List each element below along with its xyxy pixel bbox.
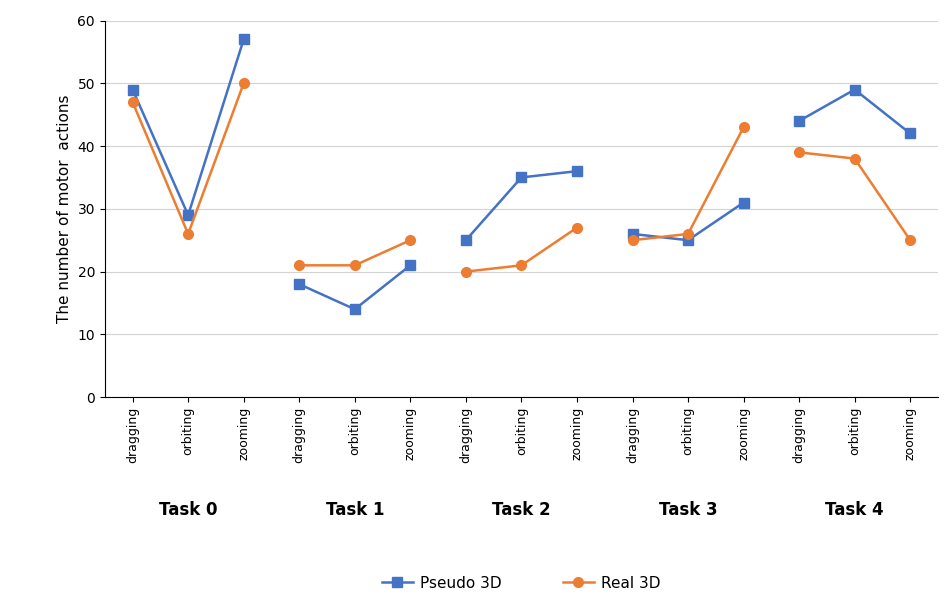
Text: Task 4: Task 4 (824, 501, 883, 519)
Y-axis label: The number of motor  actions: The number of motor actions (57, 95, 71, 323)
Pseudo 3D (182, 211, 193, 219)
Pseudo 3D (238, 35, 249, 43)
Real 3D (127, 98, 138, 106)
Legend: Pseudo 3D, Real 3D: Pseudo 3D, Real 3D (376, 569, 666, 597)
Real 3D (182, 230, 193, 238)
Line: Pseudo 3D: Pseudo 3D (128, 34, 248, 220)
Pseudo 3D (127, 86, 138, 93)
Real 3D (238, 79, 249, 87)
Text: Task 2: Task 2 (491, 501, 550, 519)
Text: Task 0: Task 0 (159, 501, 217, 519)
Line: Real 3D: Real 3D (128, 78, 248, 239)
Text: Task 3: Task 3 (658, 501, 717, 519)
Text: Task 1: Task 1 (326, 501, 384, 519)
